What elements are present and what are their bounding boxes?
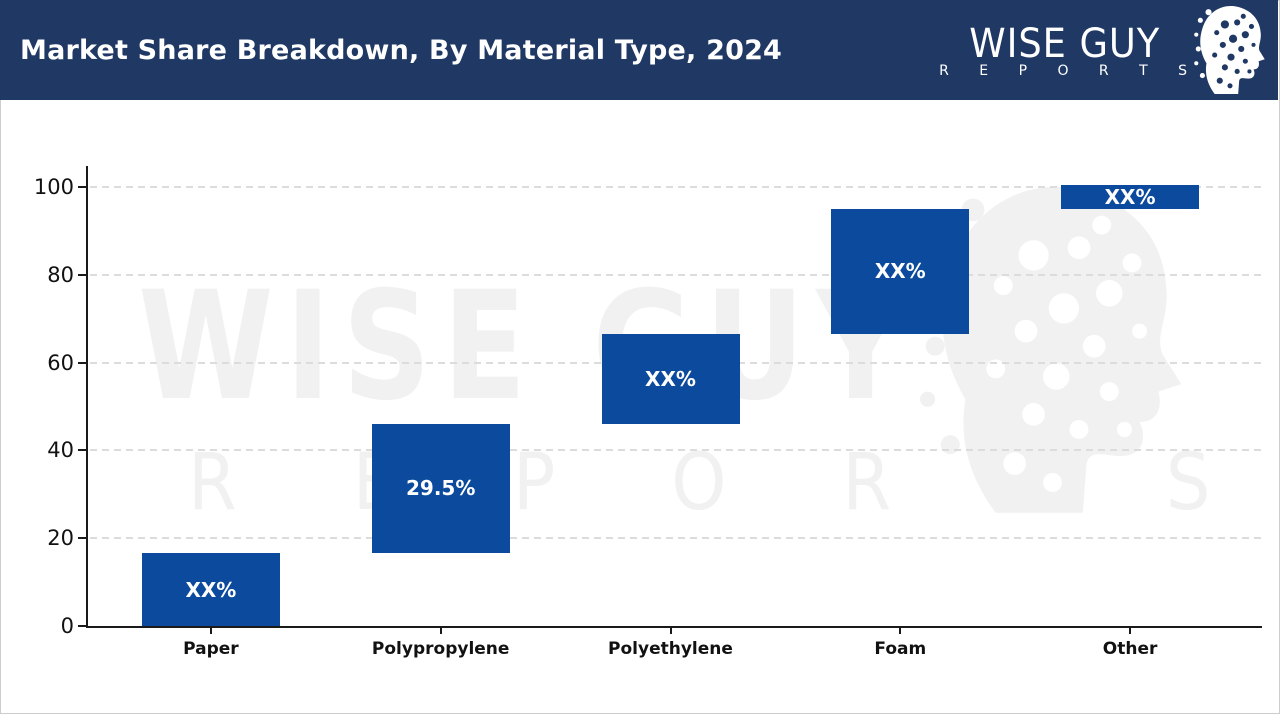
x-category-label: Polyethylene bbox=[608, 639, 733, 659]
gridline bbox=[90, 273, 1262, 276]
y-tick bbox=[78, 625, 86, 627]
y-tick-label: 40 bbox=[47, 438, 74, 463]
bar-value-label: XX% bbox=[645, 366, 696, 391]
bar: XX% bbox=[141, 553, 280, 626]
x-tick bbox=[899, 628, 902, 634]
x-tick bbox=[669, 628, 672, 634]
gridline bbox=[90, 449, 1262, 452]
x-category-label: Foam bbox=[874, 639, 927, 659]
x-tick bbox=[209, 628, 212, 634]
x-category-label: Polypropylene bbox=[371, 639, 510, 659]
x-category-label: Paper bbox=[183, 639, 239, 659]
y-tick bbox=[78, 186, 86, 188]
y-tick-label: 0 bbox=[60, 614, 74, 638]
brand-logo-wiseguy: WISE GUY bbox=[969, 21, 1160, 67]
gridline bbox=[90, 537, 1262, 540]
bar-value-label: XX% bbox=[1104, 184, 1156, 209]
x-axis-line bbox=[86, 626, 1262, 628]
x-tick bbox=[439, 628, 442, 634]
y-tick-label: 20 bbox=[47, 526, 74, 551]
header-bar: Market Share Breakdown, By Material Type… bbox=[0, 0, 1278, 100]
bar: XX% bbox=[1061, 184, 1200, 209]
brand-head-icon bbox=[1194, 5, 1265, 94]
y-tick bbox=[78, 449, 86, 452]
bar: 29.5% bbox=[371, 423, 510, 554]
x-category-label: Other bbox=[1102, 639, 1158, 659]
bar-value-label: XX% bbox=[185, 577, 237, 602]
y-axis-line bbox=[86, 166, 88, 628]
gridline bbox=[90, 186, 1262, 188]
bar-value-label: XX% bbox=[874, 259, 926, 284]
brand-logo-text: WISE GUY R E P O R T S bbox=[929, 21, 1200, 79]
x-tick bbox=[1129, 628, 1132, 634]
chart-title: Market Share Breakdown, By Material Type… bbox=[20, 34, 783, 66]
y-tick bbox=[78, 361, 86, 364]
y-tick bbox=[78, 537, 86, 540]
y-tick-label: 80 bbox=[47, 262, 74, 287]
y-tick-label: 100 bbox=[33, 175, 74, 199]
bar: XX% bbox=[601, 333, 740, 424]
brand-logo-reports: R E P O R T S bbox=[939, 63, 1200, 79]
y-tick bbox=[78, 273, 86, 276]
y-tick-label: 60 bbox=[47, 350, 74, 375]
bar: XX% bbox=[831, 208, 970, 334]
brand-logo: WISE GUY R E P O R T S bbox=[929, 4, 1278, 96]
bar-value-label: 29.5% bbox=[405, 476, 476, 501]
